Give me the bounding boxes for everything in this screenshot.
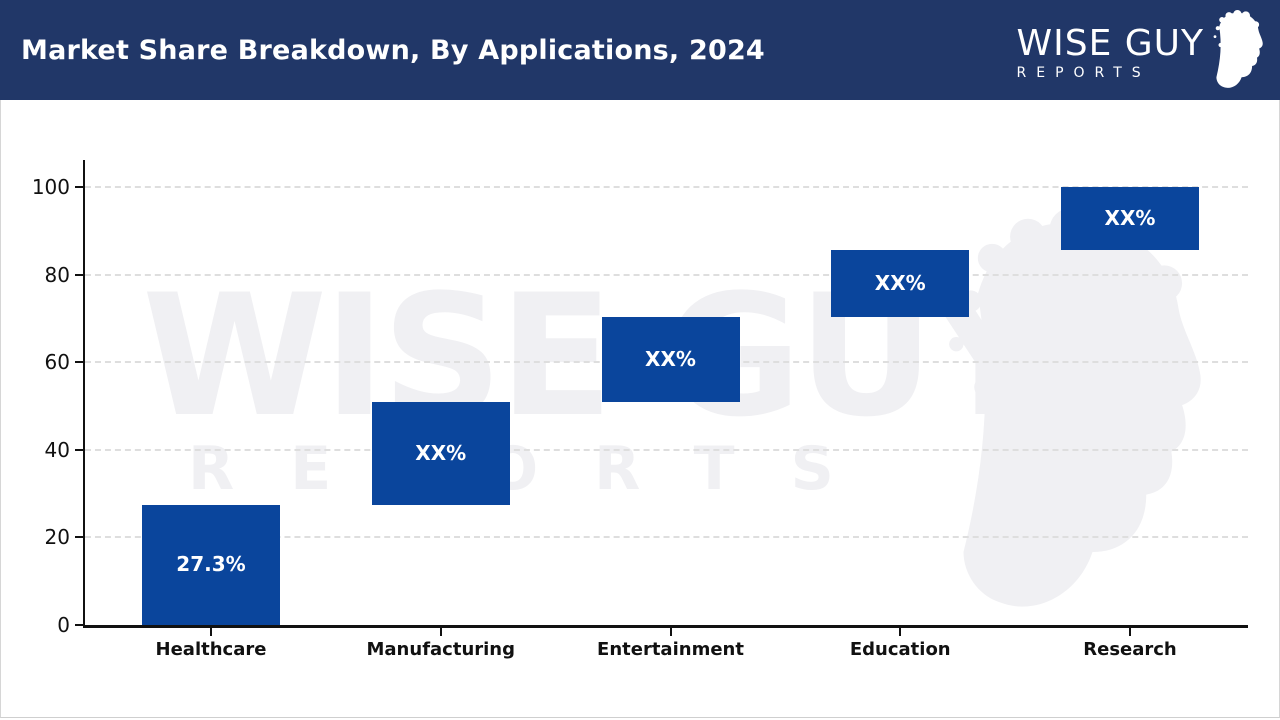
bar-entertainment xyxy=(601,316,740,403)
bar-healthcare xyxy=(142,505,280,625)
gridline-80 xyxy=(85,273,1248,276)
y-tick-mark-0 xyxy=(75,624,84,626)
gridline-20 xyxy=(85,536,1248,539)
x-axis-line xyxy=(83,625,1248,628)
bar-label: XX% xyxy=(1104,206,1156,230)
brand-logo: WISE GUY REPORTS xyxy=(1017,10,1269,94)
bar-manufacturing xyxy=(371,402,510,506)
x-tick-mark-3 xyxy=(899,628,902,636)
x-tick-mark-2 xyxy=(669,628,672,636)
y-tick-mark-40 xyxy=(75,448,84,451)
bar-label: XX% xyxy=(415,441,467,466)
page-title: Market Share Breakdown, By Applications,… xyxy=(21,34,765,66)
logo-wordmark: WISE GUY REPORTS xyxy=(1016,22,1205,81)
x-tick-label: Healthcare xyxy=(155,639,267,660)
x-tick-label: Entertainment xyxy=(597,639,744,660)
y-tick-label: 40 xyxy=(44,437,70,462)
y-tick-mark-100 xyxy=(75,186,84,188)
bar-label: XX% xyxy=(645,346,696,371)
y-axis-line xyxy=(83,160,85,628)
y-tick-label: 60 xyxy=(44,350,70,375)
y-tick-mark-60 xyxy=(75,361,84,364)
logo-wordmark-line2: REPORTS xyxy=(1016,64,1151,81)
y-tick-label: 0 xyxy=(57,613,70,637)
logo-wordmark-line1: WISE GUY xyxy=(1016,22,1204,64)
header-bar: Market Share Breakdown, By Applications,… xyxy=(0,0,1280,100)
x-tick-mark-4 xyxy=(1129,628,1131,636)
bar-label: 27.3% xyxy=(176,552,246,577)
bar-education xyxy=(831,249,970,317)
y-tick-label: 20 xyxy=(44,525,70,550)
y-tick-mark-80 xyxy=(75,273,84,276)
gridline-100 xyxy=(85,186,1248,188)
x-tick-label: Education xyxy=(849,639,951,660)
x-tick-label: Research xyxy=(1083,639,1177,660)
y-tick-label: 80 xyxy=(44,262,70,287)
y-tick-label: 100 xyxy=(31,175,70,199)
gridline-40 xyxy=(85,448,1248,451)
x-tick-mark-1 xyxy=(439,628,442,636)
y-tick-mark-20 xyxy=(75,536,84,539)
logo-face-icon xyxy=(1213,10,1263,88)
x-tick-label: Manufacturing xyxy=(366,639,516,660)
bar-label: XX% xyxy=(874,270,926,295)
x-tick-mark-0 xyxy=(210,628,212,636)
